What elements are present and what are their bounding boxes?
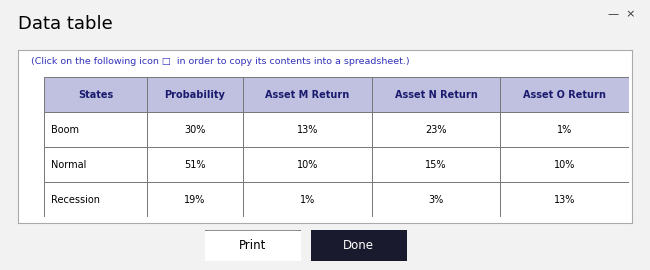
Text: 19%: 19% — [184, 195, 205, 205]
Bar — [146, 77, 243, 112]
Bar — [500, 147, 629, 182]
Bar — [146, 182, 243, 217]
Bar — [44, 182, 146, 217]
Text: Done: Done — [343, 239, 374, 252]
Bar — [44, 112, 146, 147]
FancyBboxPatch shape — [197, 229, 309, 263]
Text: 13%: 13% — [554, 195, 575, 205]
Text: 1%: 1% — [300, 195, 315, 205]
Text: Recession: Recession — [51, 195, 100, 205]
Text: (Click on the following icon □  in order to copy its contents into a spreadsheet: (Click on the following icon □ in order … — [31, 57, 409, 66]
Bar — [500, 77, 629, 112]
Text: 51%: 51% — [184, 160, 205, 170]
Bar — [44, 147, 146, 182]
Text: 3%: 3% — [428, 195, 444, 205]
Bar — [44, 77, 146, 112]
Text: States: States — [78, 89, 113, 100]
Bar — [243, 77, 372, 112]
Text: Normal: Normal — [51, 160, 86, 170]
Bar — [146, 112, 243, 147]
Text: Print: Print — [239, 239, 266, 252]
Bar — [243, 147, 372, 182]
Bar — [500, 182, 629, 217]
Text: Asset M Return: Asset M Return — [265, 89, 350, 100]
Text: 10%: 10% — [297, 160, 318, 170]
FancyBboxPatch shape — [303, 229, 415, 263]
Bar — [372, 77, 500, 112]
Text: 30%: 30% — [184, 124, 205, 135]
Text: —  ×: — × — [608, 9, 635, 19]
Bar — [372, 112, 500, 147]
Bar — [500, 112, 629, 147]
Text: Data table: Data table — [18, 15, 113, 33]
Text: Asset O Return: Asset O Return — [523, 89, 606, 100]
Text: Boom: Boom — [51, 124, 79, 135]
Text: 13%: 13% — [297, 124, 318, 135]
Bar — [243, 112, 372, 147]
Bar — [372, 182, 500, 217]
Text: 15%: 15% — [425, 160, 447, 170]
Text: 10%: 10% — [554, 160, 575, 170]
Bar — [146, 147, 243, 182]
Text: Probability: Probability — [164, 89, 226, 100]
Bar — [243, 182, 372, 217]
Bar — [372, 147, 500, 182]
Text: 1%: 1% — [557, 124, 573, 135]
Text: 23%: 23% — [425, 124, 447, 135]
Text: Asset N Return: Asset N Return — [395, 89, 478, 100]
